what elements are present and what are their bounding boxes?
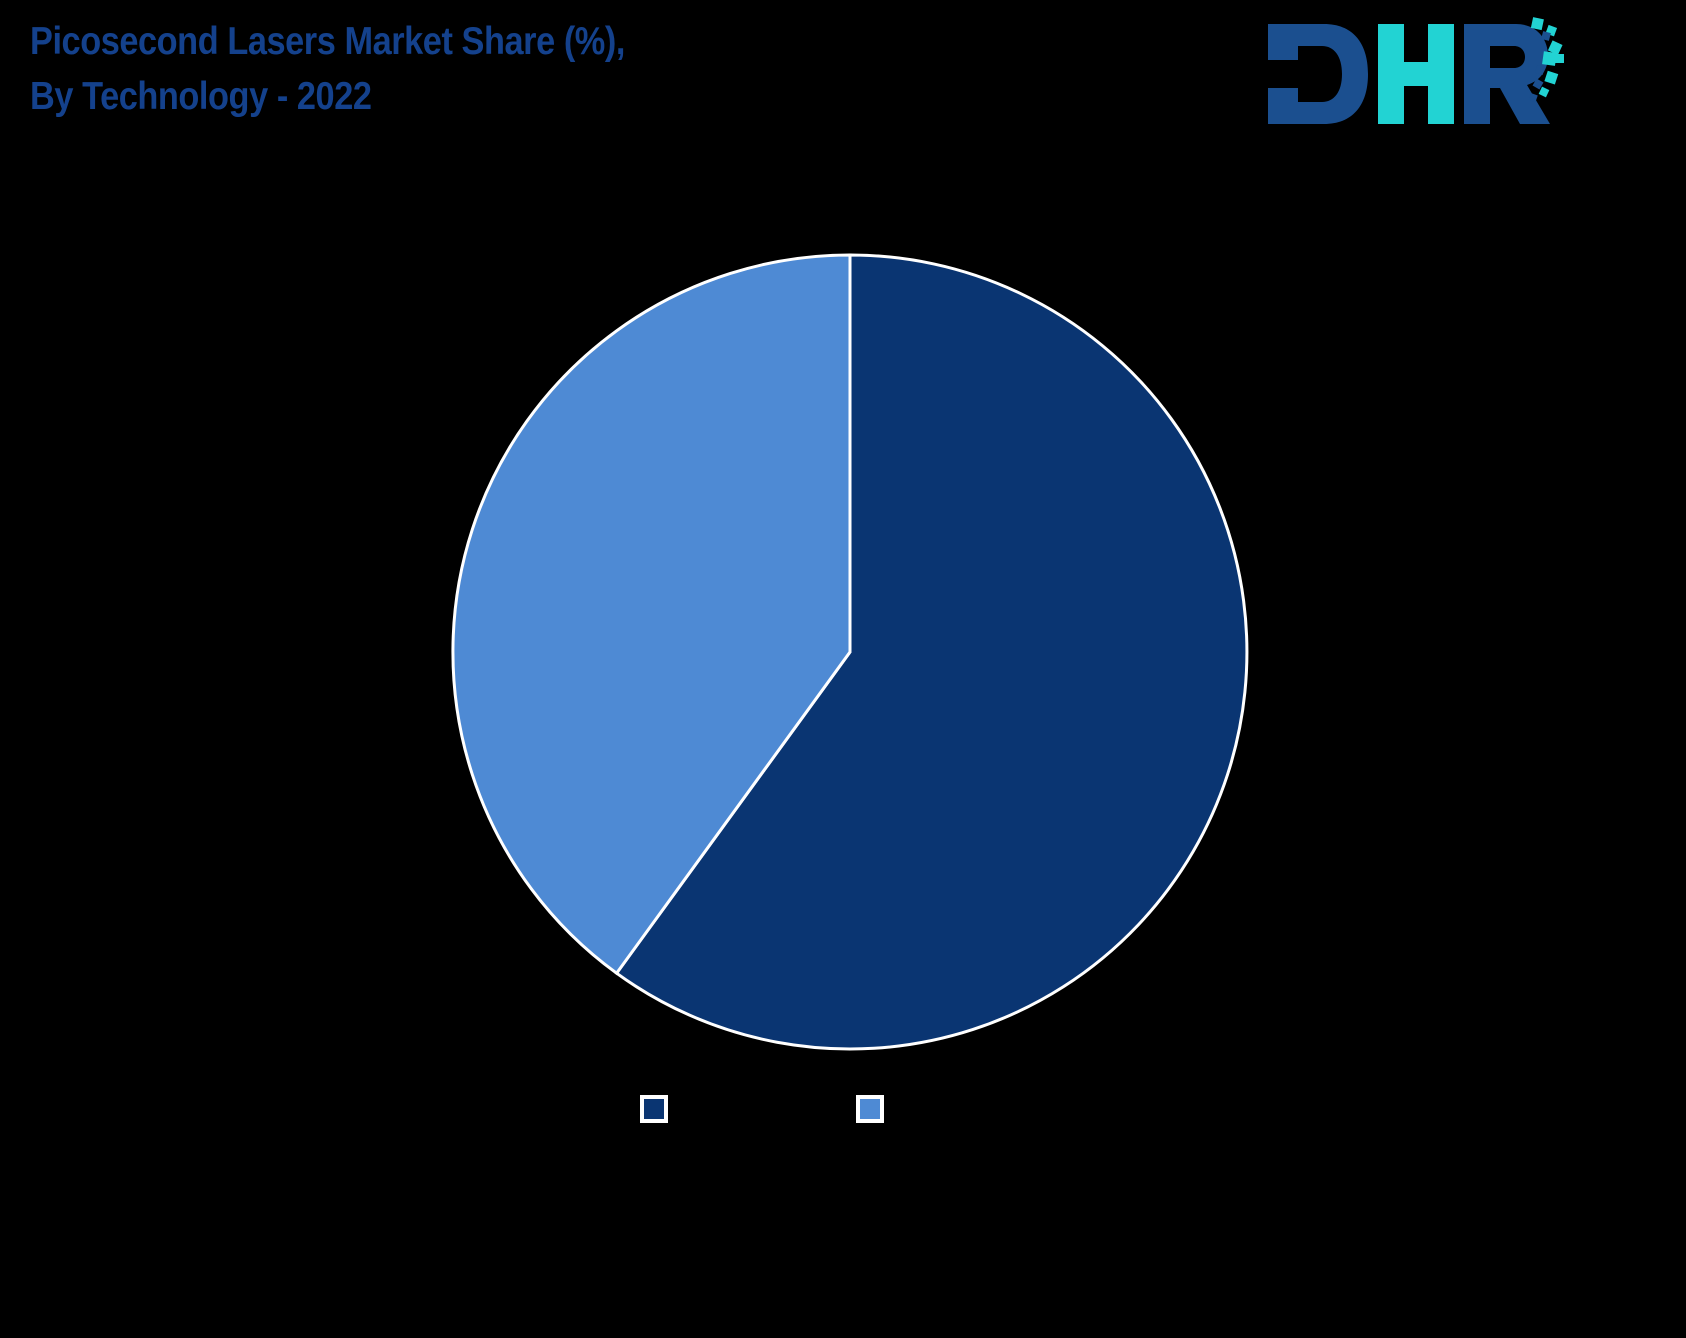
legend-item-series-1[interactable] bbox=[640, 1095, 678, 1123]
pie-slice-series-2 bbox=[614, 253, 1249, 1051]
page-title-line-2: By Technology - 2022 bbox=[30, 75, 372, 118]
page-title: Picosecond Lasers Market Share (%), By Te… bbox=[30, 14, 892, 124]
legend-item-series-2[interactable] bbox=[856, 1095, 894, 1123]
legend-swatch-series-2 bbox=[856, 1095, 884, 1123]
page-title-line-1: Picosecond Lasers Market Share (%), bbox=[30, 20, 625, 63]
logo-letter-d-icon bbox=[1268, 24, 1368, 124]
pie-slice-series-1 bbox=[451, 253, 852, 976]
logo-letter-h-icon bbox=[1378, 24, 1454, 124]
logo-letter-r-icon bbox=[1464, 24, 1550, 124]
legend-swatch-series-1 bbox=[640, 1095, 668, 1123]
logo-decorative-dots-icon bbox=[1528, 17, 1564, 103]
chart-legend bbox=[640, 1095, 894, 1123]
brand-logo-dhr bbox=[1264, 14, 1564, 134]
